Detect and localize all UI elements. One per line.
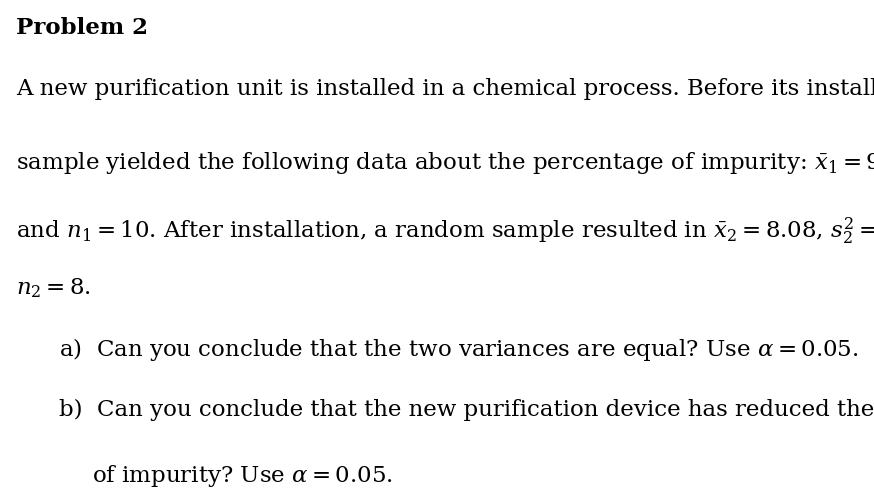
Text: b)  Can you conclude that the new purification device has reduced the mean perce: b) Can you conclude that the new purific… [59, 399, 874, 421]
Text: sample yielded the following data about the percentage of impurity: $\bar{x}_1 =: sample yielded the following data about … [16, 147, 874, 178]
Text: a)  Can you conclude that the two variances are equal? Use $\alpha = 0.05$.: a) Can you conclude that the two varianc… [59, 336, 859, 363]
Text: and $n_1 = 10$. After installation, a random sample resulted in $\bar{x}_2 = 8.0: and $n_1 = 10$. After installation, a ra… [16, 216, 874, 247]
Text: $n_2 = 8$.: $n_2 = 8$. [16, 277, 91, 300]
Text: Problem 2: Problem 2 [16, 17, 148, 39]
Text: of impurity? Use $\alpha = 0.05$.: of impurity? Use $\alpha = 0.05$. [92, 463, 392, 489]
Text: A new purification unit is installed in a chemical process. Before its installat: A new purification unit is installed in … [16, 78, 874, 100]
